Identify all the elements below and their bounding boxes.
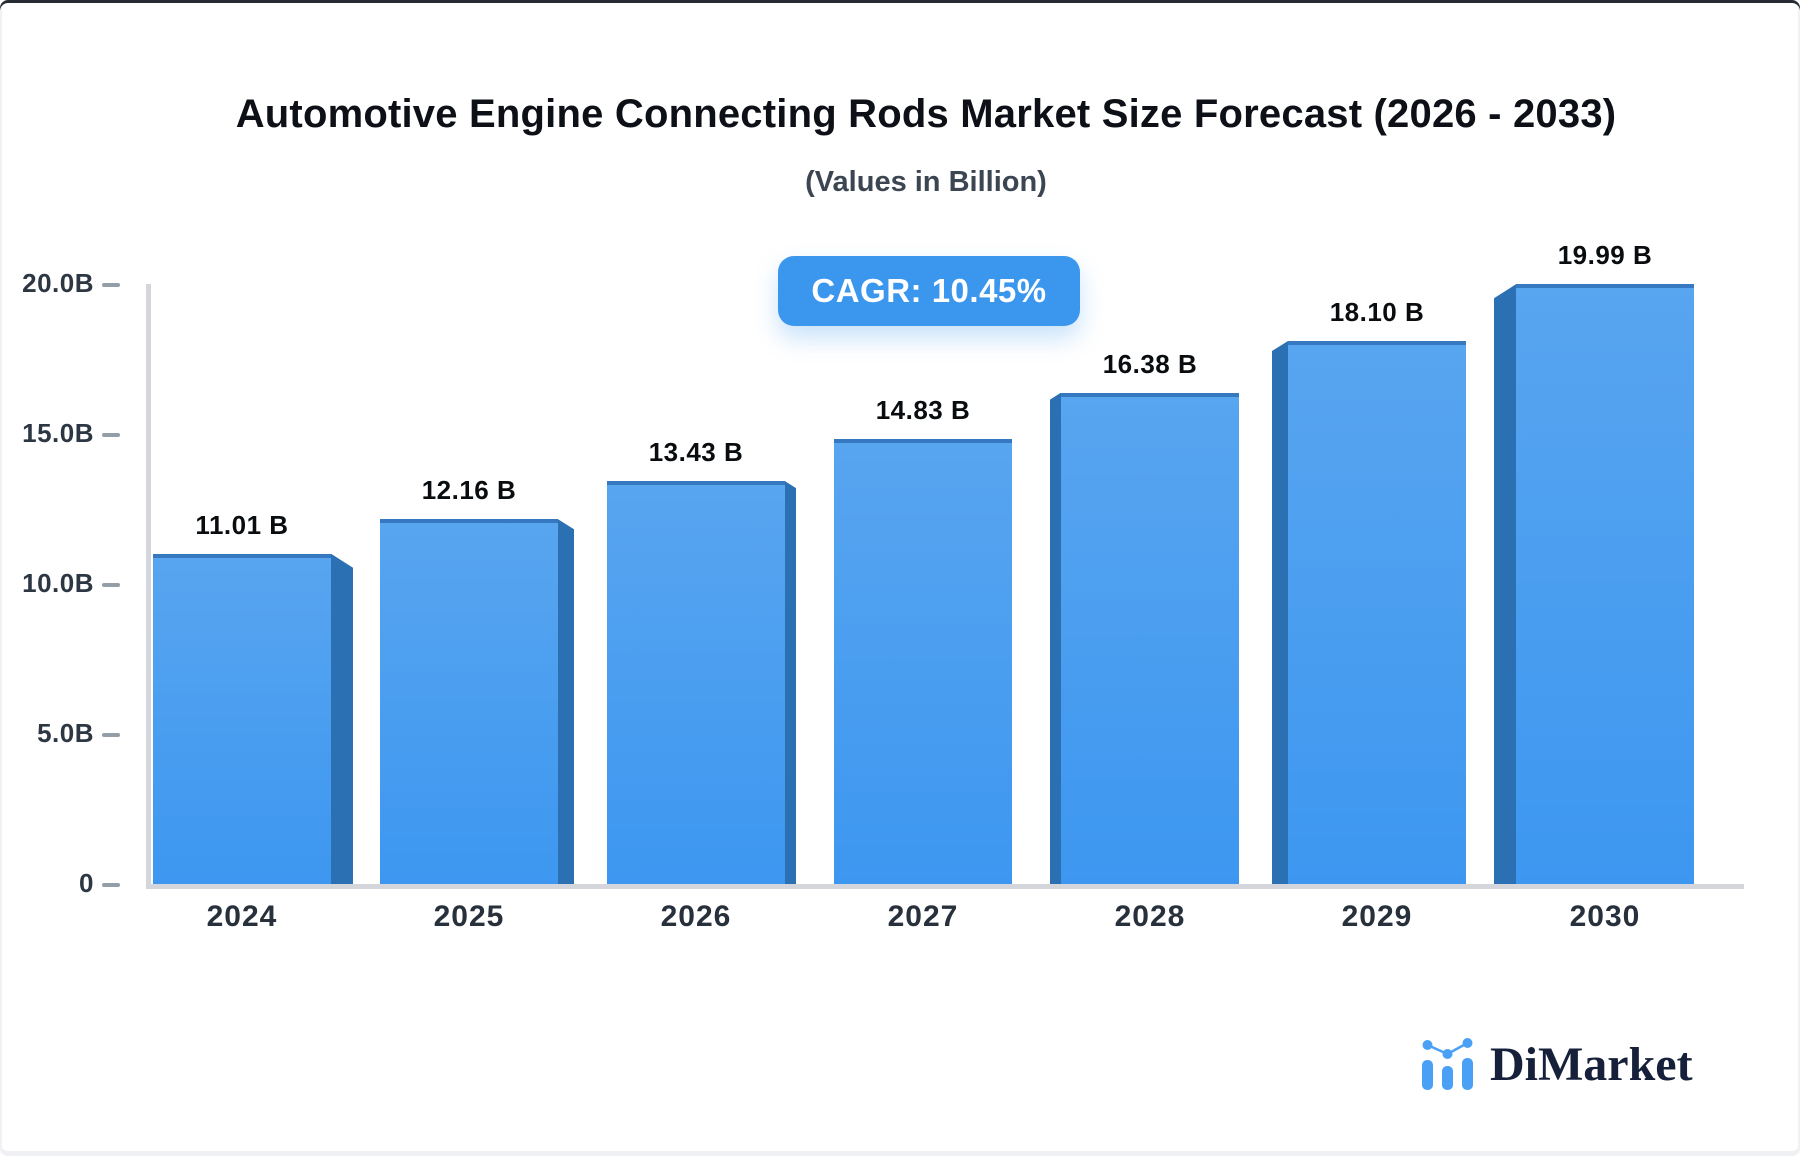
y-axis-line [146, 284, 151, 889]
x-axis-label: 2029 [1341, 900, 1413, 933]
y-axis-tick-label: 10.0B [22, 568, 94, 598]
y-axis-tick [102, 283, 120, 287]
bar [380, 519, 558, 884]
bar-top-edge [1516, 284, 1694, 289]
bar-value-label: 12.16 B [421, 475, 517, 506]
bar-top-edge [380, 519, 558, 524]
page-title: Automotive Engine Connecting Rods Market… [235, 92, 1617, 136]
bar-top-edge [607, 481, 785, 486]
x-axis-label: 2027 [887, 900, 959, 933]
bar-3d-side [558, 519, 574, 884]
bar-3d-side [1494, 284, 1516, 884]
y-axis-tick-label: 15.0B [22, 418, 94, 448]
bar-3d-side [1272, 341, 1288, 884]
x-axis-label: 2026 [660, 900, 732, 933]
y-axis-tick [102, 883, 120, 887]
bar-top-edge [153, 553, 331, 558]
bar-value-label: 16.38 B [1102, 348, 1198, 379]
cagr-badge-label: CAGR: 10.45% [811, 272, 1047, 309]
bar [1288, 341, 1466, 884]
bar [834, 439, 1012, 884]
y-axis-tick [102, 733, 120, 737]
y-axis-tick-label: 0 [79, 868, 94, 898]
x-axis-label: 2024 [206, 900, 278, 933]
y-axis-tick-label: 20.0B [22, 268, 94, 298]
bar-top-edge [1061, 392, 1239, 397]
bar-value-label: 11.01 B [195, 509, 289, 540]
bar-top-edge [834, 439, 1012, 444]
bar [153, 553, 331, 884]
brand-logo: DiMarket [1418, 1038, 1693, 1090]
bar [607, 481, 785, 884]
y-axis-tick-label: 5.0B [37, 718, 94, 748]
bar-top-edge [1288, 341, 1466, 345]
y-axis-tick [102, 583, 120, 587]
bar-value-label: 13.43 B [648, 437, 744, 468]
cagr-badge: CAGR: 10.45% [778, 256, 1080, 326]
bar-value-label: 14.83 B [875, 395, 971, 426]
bar [1061, 392, 1239, 884]
y-axis-tick [102, 433, 120, 437]
bar-value-label: 18.10 B [1329, 297, 1425, 327]
x-axis-label: 2025 [433, 900, 505, 933]
dimarket-mini-barchart-icon [1418, 1038, 1476, 1090]
bar-value-label: 19.99 B [1557, 240, 1653, 271]
chart-subtitle: (Values in Billion) [805, 166, 1047, 198]
x-axis-label: 2028 [1114, 900, 1186, 933]
x-axis-baseline [146, 884, 1744, 889]
bar-3d-side [331, 553, 353, 884]
brand-name: DiMarket [1490, 1037, 1693, 1091]
bar-3d-side [1050, 392, 1061, 884]
x-axis-label: 2030 [1569, 900, 1641, 933]
bar-3d-side [785, 481, 796, 884]
bar [1516, 284, 1694, 884]
